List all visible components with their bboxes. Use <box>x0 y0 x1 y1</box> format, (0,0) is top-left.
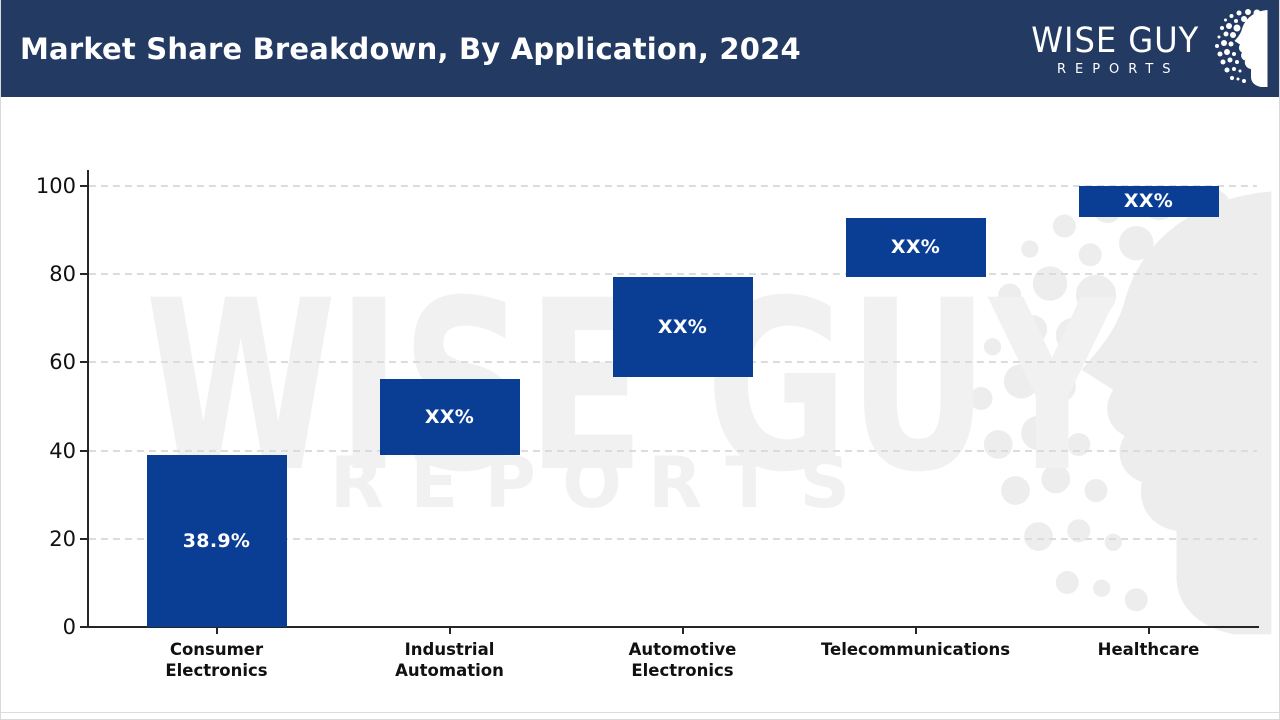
y-tick-label-0: 0 <box>62 615 76 639</box>
y-tick-60 <box>80 361 88 364</box>
x-tick-0 <box>215 628 218 634</box>
header-bar: Market Share Breakdown, By Application, … <box>0 0 1280 97</box>
x-axis-line <box>87 626 1259 628</box>
y-tick-80 <box>80 273 88 276</box>
bottom-divider <box>0 712 1280 713</box>
bar-automotive-electronics: XX% <box>612 276 753 378</box>
logo-face-icon <box>1214 9 1268 87</box>
gridline-20 <box>89 537 1257 540</box>
y-tick-20 <box>80 537 88 540</box>
gridline-100 <box>89 185 1257 187</box>
x-tick-1 <box>448 628 451 634</box>
y-tick-40 <box>80 449 88 452</box>
bar-healthcare: XX% <box>1078 186 1219 217</box>
bar-value-label: XX% <box>424 406 475 429</box>
y-tick-100 <box>80 185 88 187</box>
category-label-4: Healthcare <box>1097 640 1200 659</box>
y-tick-label-40: 40 <box>49 438 76 463</box>
bar-value-label: XX% <box>1123 190 1174 213</box>
category-label-0: Consumer Electronics <box>165 640 268 680</box>
bar-consumer-electronics: 38.9% <box>146 455 287 627</box>
category-label-2: Automotive Electronics <box>628 640 737 680</box>
category-label-3: Telecommunications <box>820 640 1011 659</box>
x-tick-3 <box>914 628 917 634</box>
category-label-1: Industrial Automation <box>395 640 504 680</box>
gridline-40 <box>89 449 1257 452</box>
logo-text: WISE GUY REPORTS <box>1024 21 1207 77</box>
logo-subtext: REPORTS <box>1056 62 1180 77</box>
bar-value-label: 38.9% <box>182 530 251 553</box>
x-tick-4 <box>1147 628 1150 634</box>
y-tick-label-80: 80 <box>49 262 76 287</box>
gridline-80 <box>89 273 1257 276</box>
y-tick-0 <box>80 626 88 628</box>
bar-industrial-automation: XX% <box>379 378 520 456</box>
bar-value-label: XX% <box>890 236 941 259</box>
y-tick-label-60: 60 <box>49 350 76 375</box>
x-tick-2 <box>681 628 684 634</box>
y-axis-line <box>87 170 89 628</box>
logo-wordmark: WISE GUY <box>1031 21 1200 61</box>
wise-guy-logo: WISE GUY REPORTS <box>1024 6 1272 92</box>
bar-value-label: XX% <box>657 316 708 339</box>
y-tick-label-20: 20 <box>49 526 76 551</box>
page-title: Market Share Breakdown, By Application, … <box>20 31 801 66</box>
y-tick-label-100: 100 <box>35 174 76 198</box>
bar-telecommunications: XX% <box>845 217 986 277</box>
